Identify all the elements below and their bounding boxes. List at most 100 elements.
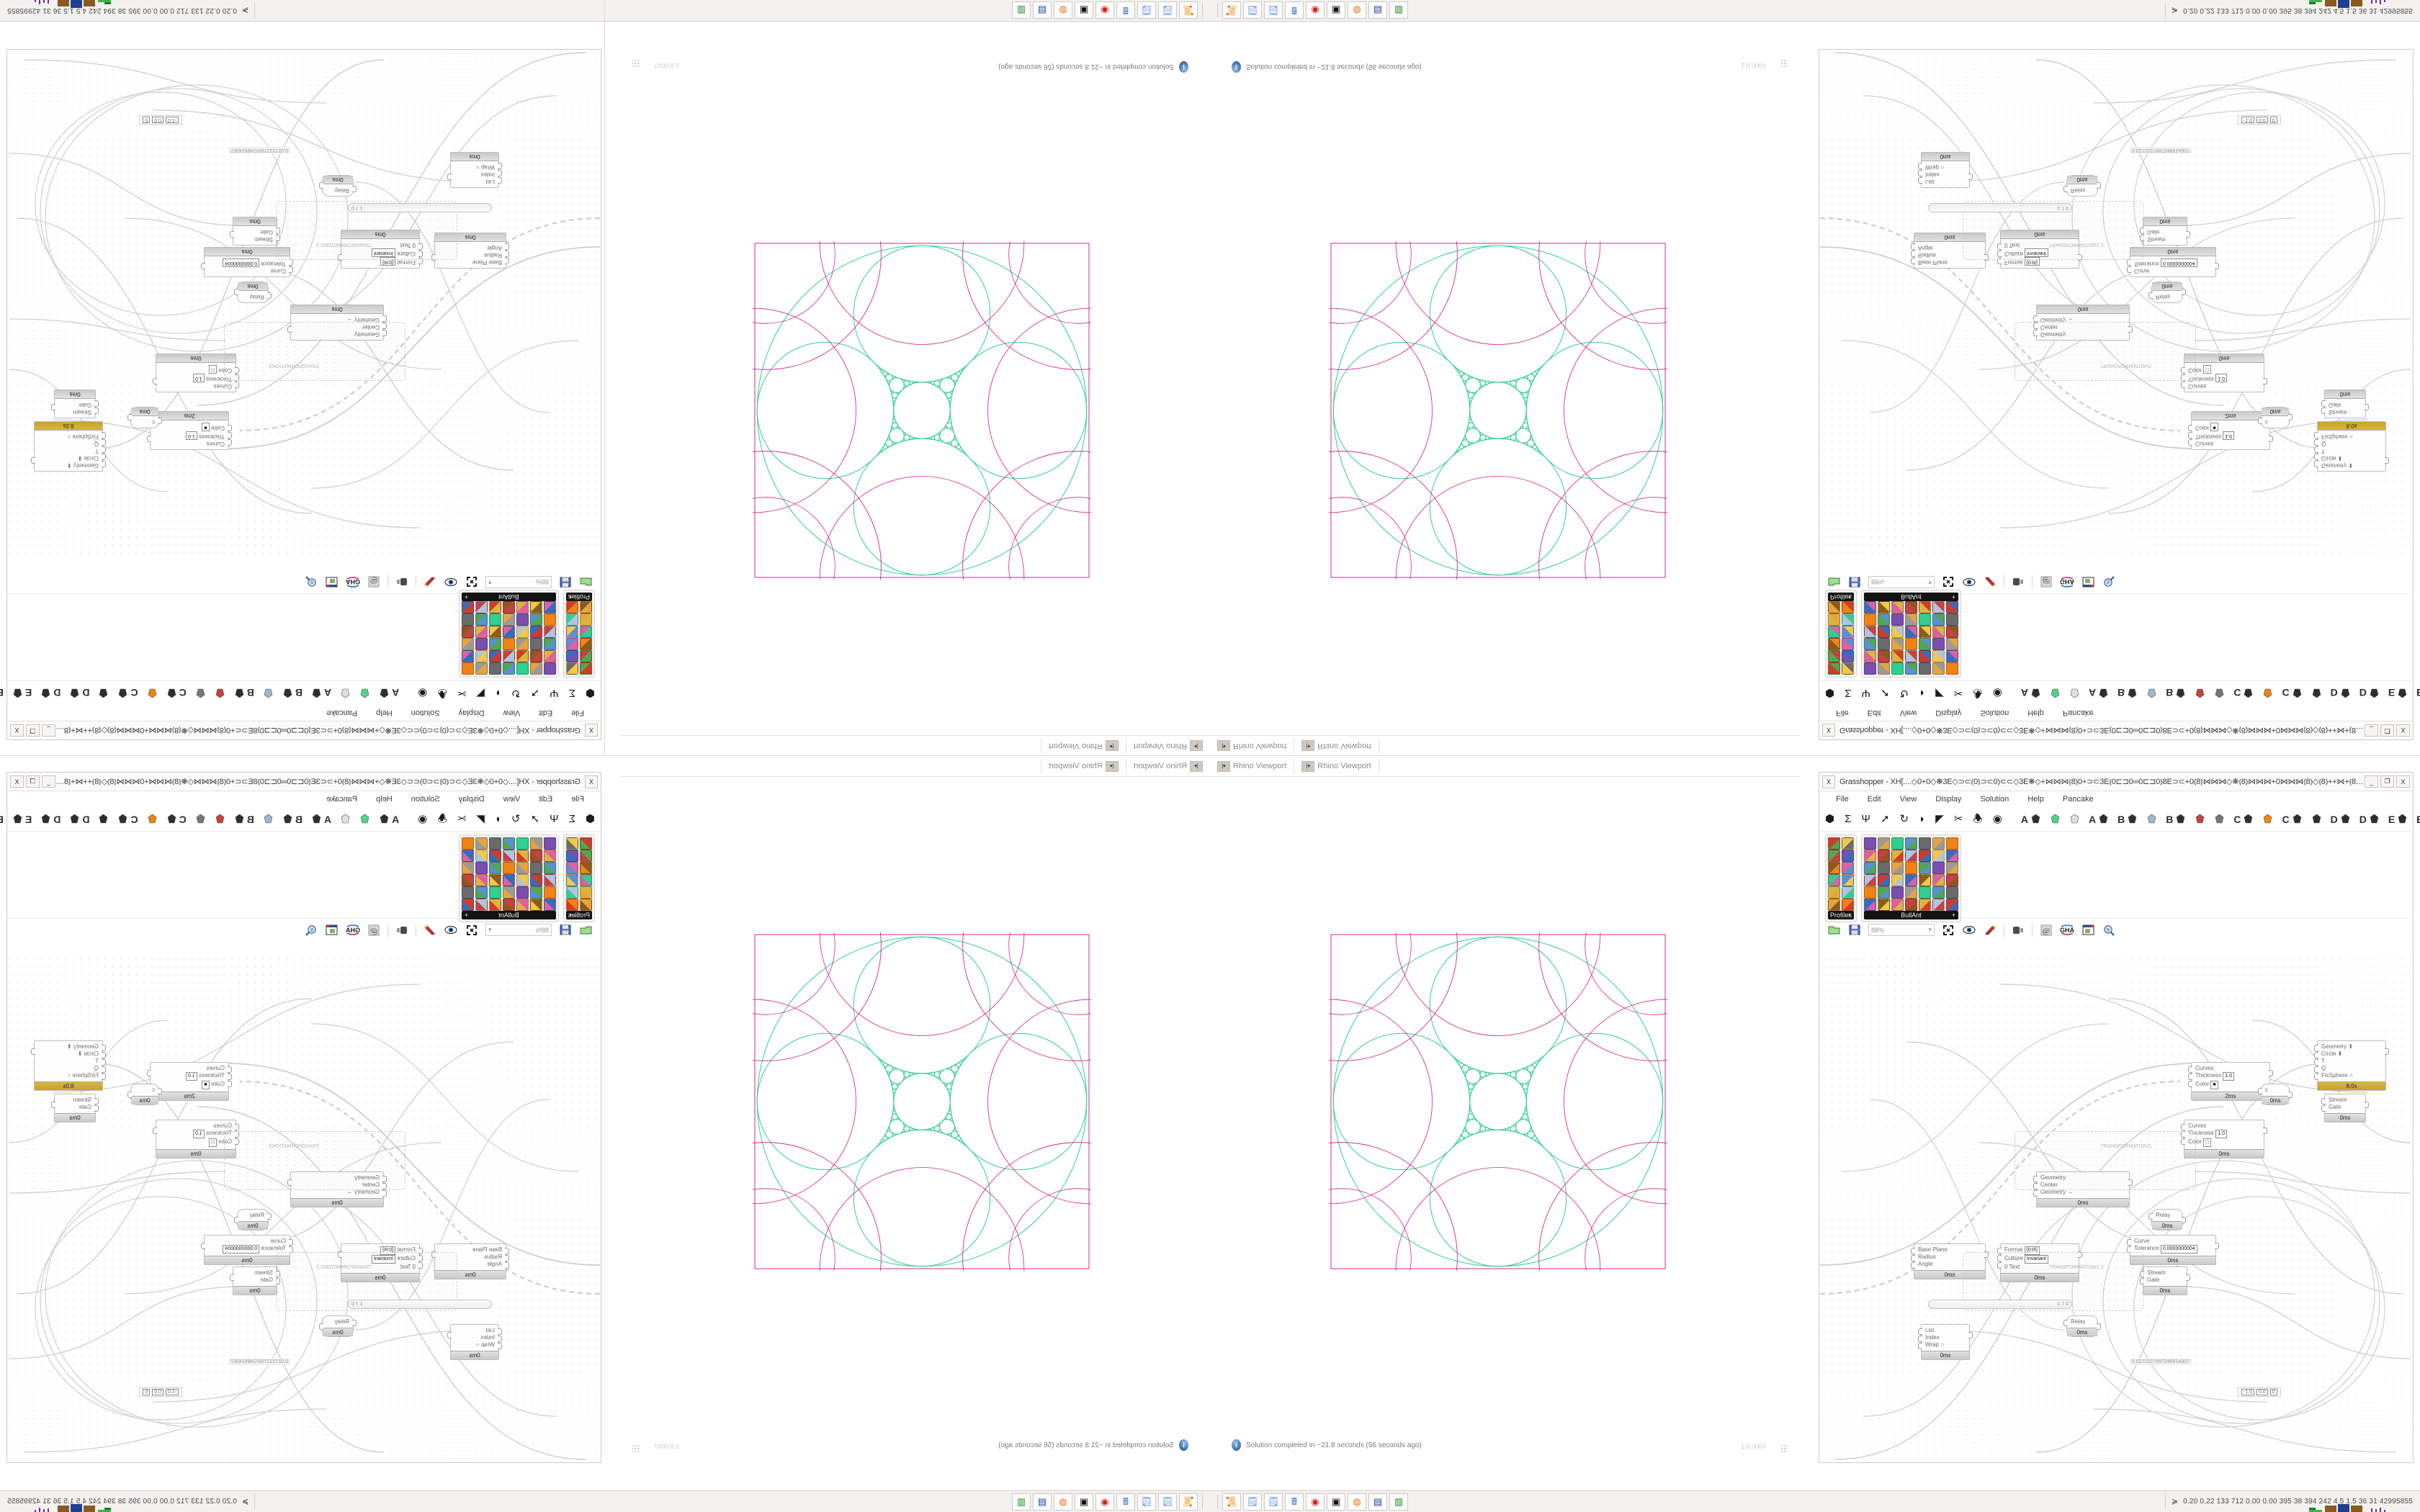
ribbon-tab-14[interactable]: D	[2360, 688, 2380, 699]
input-port[interactable]	[2314, 454, 2318, 460]
component-panel-bullant[interactable]: BullAnt +	[1861, 834, 1961, 922]
input-port[interactable]	[2314, 1045, 2318, 1051]
calculator-icon[interactable]: 🖩	[1116, 1, 1135, 19]
branch2-icon[interactable]	[1919, 899, 1931, 911]
grasshopper-titlebar[interactable]: X Grasshopper - XH[....◇0+0◇❋3E◇⊃⊂⦅0⦆⊃⊂0…	[7, 773, 601, 791]
scatter-icon[interactable]	[1905, 601, 1917, 613]
panel-icon-grid[interactable]	[1864, 837, 1958, 911]
input-port[interactable]	[2258, 418, 2262, 424]
zoom-level-input[interactable]: 88% ▾	[485, 924, 552, 936]
input-port[interactable]	[2033, 1183, 2038, 1189]
panel-expand-icon[interactable]: +	[569, 912, 573, 919]
ribbon-tab-2[interactable]	[2069, 688, 2080, 698]
grasshopper-canvas[interactable]: Curves Thickness 1.0 Color ■ 2ms Curves Thi…	[1820, 955, 2412, 1462]
chevron-down-icon[interactable]: ▾	[1928, 579, 1932, 586]
zoom-extents-icon[interactable]	[1941, 923, 1955, 937]
at-icon[interactable]: @	[2039, 923, 2053, 937]
panel-icon-grid[interactable]	[1828, 837, 1854, 911]
chevron-down-icon-2[interactable]: |▾	[1105, 760, 1119, 772]
open-file-icon[interactable]	[1827, 575, 1841, 589]
intersect-icon[interactable]: ✂	[457, 687, 467, 699]
input-port[interactable]	[1918, 1336, 1922, 1342]
input-port[interactable]	[228, 425, 232, 431]
square-tube-icon[interactable]	[1828, 899, 1840, 911]
widget-icon[interactable]	[2081, 575, 2095, 589]
input-port[interactable]	[228, 1066, 232, 1073]
input-port[interactable]	[102, 461, 106, 467]
component-param-value[interactable]: 1.0	[193, 1130, 205, 1138]
mesh-warp2-icon[interactable]	[530, 837, 542, 850]
columns-icon[interactable]	[1878, 874, 1890, 886]
calculator-icon[interactable]: 🖩	[1285, 1493, 1304, 1511]
cone-icon[interactable]	[544, 837, 556, 850]
vector-component-x[interactable]: -1.0	[165, 1389, 179, 1395]
gh-component-one1[interactable]: c 0ms	[127, 1084, 162, 1105]
cube-blue2-icon[interactable]	[1919, 626, 1931, 638]
input-port[interactable]	[1911, 243, 1915, 250]
ribbon-tab-11[interactable]: C	[2282, 814, 2302, 825]
blank-icon[interactable]	[1946, 601, 1958, 613]
output-port[interactable]	[147, 1070, 151, 1076]
component-panel-bullant[interactable]: BullAnt +	[459, 590, 559, 678]
panel-expand-icon[interactable]: +	[465, 593, 469, 600]
input-port[interactable]	[1911, 1248, 1915, 1254]
rhino-viewport-tab-1[interactable]: |▾ Rhino Viewport	[1125, 758, 1210, 774]
gh-component-prev1[interactable]: Curves Thickness 1.0 Color ■ 2ms	[2188, 1062, 2273, 1101]
plate-icon[interactable]	[1946, 837, 1958, 850]
tri-red2-icon[interactable]	[516, 899, 529, 911]
mesh-warp-icon[interactable]	[544, 601, 556, 613]
output-port[interactable]	[153, 1128, 157, 1134]
sets-icon[interactable]: Ψ	[1861, 687, 1870, 699]
menu-item-pancake[interactable]: Pancake	[2062, 708, 2094, 717]
menu-item-help[interactable]: Help	[376, 795, 393, 804]
vee2-icon[interactable]	[503, 837, 515, 850]
mesh-icon[interactable]: ◤	[476, 813, 485, 825]
menu-bar[interactable]: File Edit View Display Solution Help Pancake	[1819, 791, 2413, 807]
tri-red2-icon[interactable]	[516, 601, 529, 613]
calculator-icon[interactable]: 🖩	[1116, 1493, 1135, 1511]
ribbon-tab-10[interactable]	[2262, 688, 2273, 698]
diamond-plane-icon[interactable]	[1864, 626, 1876, 638]
rhino-viewport-tabs[interactable]: |▾ Rhino Viewport |▾ Rhino Viewport	[1041, 756, 1210, 776]
cube-blue-icon[interactable]	[1891, 626, 1904, 638]
panel-expand-icon[interactable]: +	[465, 912, 469, 919]
gantry3-icon[interactable]	[489, 862, 501, 874]
input-port[interactable]	[1918, 1343, 1922, 1349]
output-port[interactable]	[2385, 457, 2389, 464]
floppy-save-icon[interactable]: ▤	[1368, 1493, 1387, 1511]
menu-item-solution[interactable]: Solution	[1980, 795, 2009, 804]
ball-icon[interactable]	[1905, 874, 1917, 886]
input-port[interactable]	[94, 1105, 99, 1112]
calculator-icon[interactable]: 🖩	[1285, 1, 1304, 19]
input-port[interactable]	[2314, 461, 2318, 467]
ribbon-tab-5[interactable]	[2146, 688, 2157, 698]
frame-red-icon[interactable]	[489, 850, 501, 862]
divide3-icon[interactable]	[1946, 638, 1958, 650]
firefox-icon[interactable]: ◍	[1348, 1493, 1366, 1511]
gantry4-icon[interactable]	[475, 626, 488, 638]
gh-component-relay2[interactable]: Relay 0ms	[2148, 282, 2186, 303]
gh-component-strm2[interactable]: Stream Gate 0ms	[2321, 1094, 2369, 1122]
gh-component-prev1[interactable]: Curves Thickness 1.0 Color ■ 2ms	[2188, 411, 2273, 450]
vee2-icon[interactable]	[1905, 662, 1917, 675]
component-panel-bullant[interactable]: BullAnt +	[1861, 590, 1961, 678]
output-port[interactable]	[2365, 1102, 2369, 1108]
transform-icon[interactable]: 🕭	[1973, 687, 1983, 699]
ribbon-tab-0[interactable]: A	[379, 688, 399, 699]
component-ribbon[interactable]: ⬢ ΣΨ ➚ ↻ ◗ ◤ ✂ 🕭 ◉ A A B B C C D D E E	[0, 680, 601, 705]
input-port[interactable]	[2188, 1066, 2192, 1073]
menu-item-solution[interactable]: Solution	[1980, 708, 2009, 717]
component-panel-profiles[interactable]: Profiles +	[563, 834, 595, 922]
gh-component-curv1[interactable]: Curve Tolerance 0.0000000004 0ms	[2127, 1235, 2219, 1265]
input-port[interactable]	[1918, 170, 1922, 176]
vee-icon[interactable]	[1878, 601, 1890, 613]
component-panel-profiles[interactable]: Profiles +	[1825, 590, 1857, 678]
divide-icon[interactable]	[544, 886, 556, 899]
panel-expand-icon[interactable]: +	[1951, 593, 1955, 600]
gantry-icon[interactable]	[516, 662, 529, 675]
ring2-icon[interactable]	[516, 862, 529, 874]
circle-profile-icon[interactable]	[1828, 626, 1840, 638]
vector-split-icon[interactable]	[1864, 638, 1876, 650]
input-port[interactable]	[289, 1239, 293, 1246]
